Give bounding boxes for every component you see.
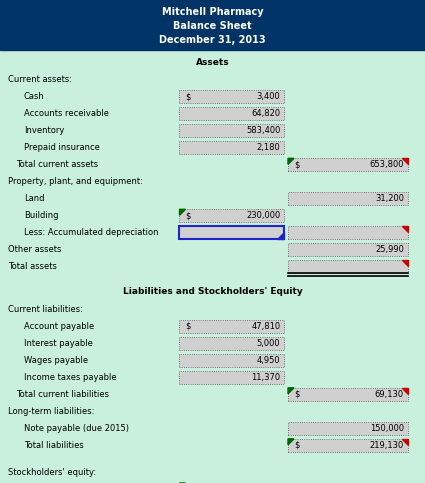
Text: Mitchell Pharmacy: Mitchell Pharmacy bbox=[162, 7, 264, 17]
Text: $: $ bbox=[294, 390, 299, 399]
Text: Assets: Assets bbox=[196, 58, 230, 67]
Text: Balance Sheet: Balance Sheet bbox=[173, 21, 252, 31]
Bar bbox=[288, 227, 408, 239]
Text: 653,800: 653,800 bbox=[369, 160, 404, 170]
Text: $: $ bbox=[185, 92, 191, 101]
Bar bbox=[288, 192, 408, 205]
Text: Liabilities and Stockholders' Equity: Liabilities and Stockholders' Equity bbox=[123, 287, 302, 297]
Bar bbox=[179, 142, 284, 154]
Bar bbox=[179, 337, 284, 350]
Text: 64,820: 64,820 bbox=[251, 109, 280, 118]
Text: 31,200: 31,200 bbox=[375, 194, 404, 203]
Text: Other assets: Other assets bbox=[8, 245, 61, 255]
Text: Stockholders' equity:: Stockholders' equity: bbox=[8, 468, 96, 477]
Text: Land: Land bbox=[24, 194, 45, 203]
Text: Income taxes payable: Income taxes payable bbox=[24, 373, 116, 382]
Text: Prepaid insurance: Prepaid insurance bbox=[24, 143, 100, 152]
Text: Total current assets: Total current assets bbox=[16, 160, 98, 170]
Text: $: $ bbox=[185, 322, 191, 331]
Text: 150,000: 150,000 bbox=[370, 424, 404, 433]
Bar bbox=[288, 243, 408, 256]
Polygon shape bbox=[179, 209, 185, 215]
Text: Total current liabilities: Total current liabilities bbox=[16, 390, 109, 399]
Text: Total liabilities: Total liabilities bbox=[24, 441, 84, 450]
Polygon shape bbox=[288, 158, 294, 164]
Bar bbox=[179, 354, 284, 367]
Text: Interest payable: Interest payable bbox=[24, 339, 93, 348]
Text: 69,130: 69,130 bbox=[375, 390, 404, 399]
Bar bbox=[179, 227, 284, 239]
Text: 2,180: 2,180 bbox=[257, 143, 280, 152]
Text: Current assets:: Current assets: bbox=[8, 75, 72, 85]
Polygon shape bbox=[402, 388, 408, 394]
Text: 230,000: 230,000 bbox=[246, 211, 280, 220]
Text: Cash: Cash bbox=[24, 92, 45, 101]
Text: 219,130: 219,130 bbox=[370, 441, 404, 450]
Text: 25,990: 25,990 bbox=[375, 245, 404, 255]
Text: Total assets: Total assets bbox=[8, 262, 57, 271]
Bar bbox=[288, 388, 408, 401]
Text: $: $ bbox=[294, 160, 299, 170]
Bar bbox=[288, 260, 408, 273]
Bar bbox=[179, 90, 284, 103]
Text: 5,000: 5,000 bbox=[257, 339, 280, 348]
Bar bbox=[179, 124, 284, 137]
Text: Long-term liabilities:: Long-term liabilities: bbox=[8, 407, 94, 416]
Text: 11,370: 11,370 bbox=[251, 373, 280, 382]
Text: 583,400: 583,400 bbox=[246, 126, 280, 135]
Bar bbox=[179, 107, 284, 120]
Bar bbox=[288, 158, 408, 171]
Text: Wages payable: Wages payable bbox=[24, 356, 88, 365]
Polygon shape bbox=[288, 439, 294, 445]
Text: Inventory: Inventory bbox=[24, 126, 64, 135]
Polygon shape bbox=[402, 260, 408, 266]
Bar bbox=[179, 371, 284, 384]
Text: December 31, 2013: December 31, 2013 bbox=[159, 35, 266, 45]
Bar bbox=[0, 0, 425, 50]
Text: Property, plant, and equipment:: Property, plant, and equipment: bbox=[8, 177, 143, 186]
Text: 3,400: 3,400 bbox=[257, 92, 280, 101]
Polygon shape bbox=[402, 158, 408, 164]
Polygon shape bbox=[288, 388, 294, 394]
Text: Note payable (due 2015): Note payable (due 2015) bbox=[24, 424, 129, 433]
Text: Account payable: Account payable bbox=[24, 322, 94, 331]
Polygon shape bbox=[402, 227, 408, 232]
Bar bbox=[179, 209, 284, 222]
Bar bbox=[179, 320, 284, 333]
Text: Accounts receivable: Accounts receivable bbox=[24, 109, 109, 118]
Polygon shape bbox=[402, 439, 408, 445]
Text: Building: Building bbox=[24, 211, 59, 220]
Text: $: $ bbox=[185, 211, 191, 220]
Bar bbox=[288, 439, 408, 452]
Text: Current liabilities:: Current liabilities: bbox=[8, 305, 83, 314]
Polygon shape bbox=[278, 232, 284, 239]
Bar bbox=[288, 422, 408, 435]
Text: 47,810: 47,810 bbox=[251, 322, 280, 331]
Text: 4,950: 4,950 bbox=[257, 356, 280, 365]
Text: Less: Accumulated depreciation: Less: Accumulated depreciation bbox=[24, 228, 159, 237]
Text: $: $ bbox=[294, 441, 299, 450]
